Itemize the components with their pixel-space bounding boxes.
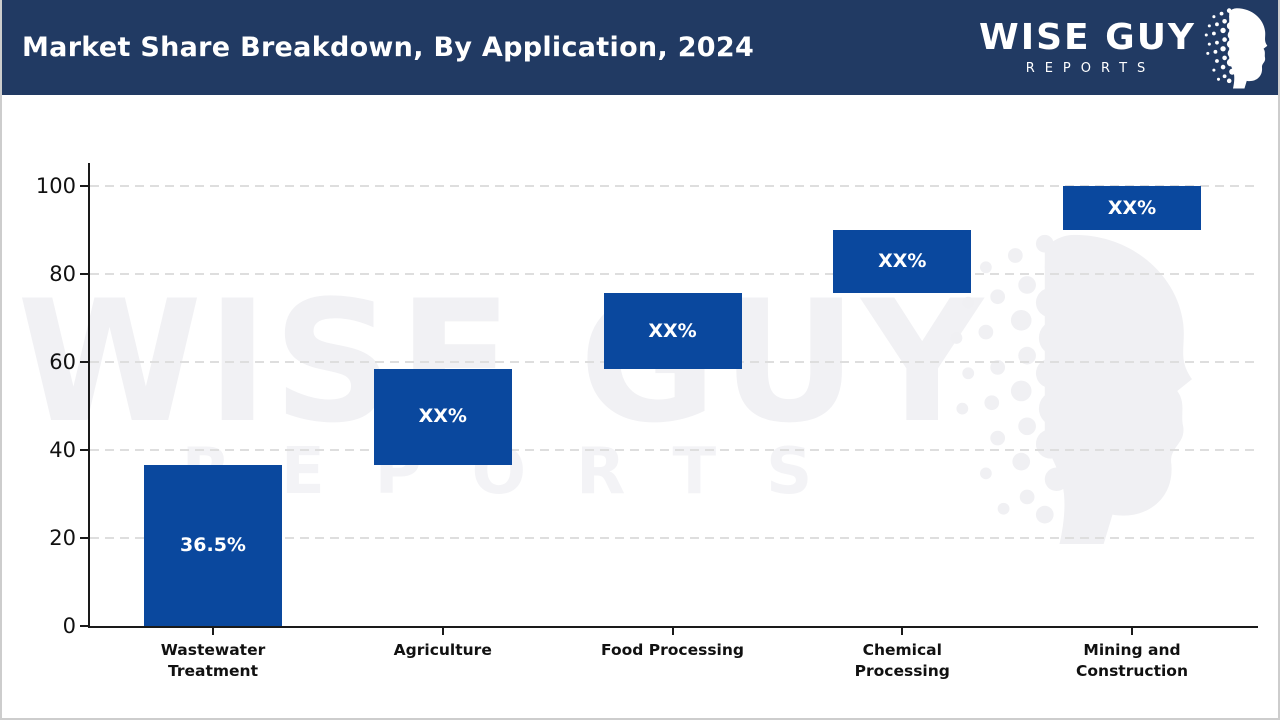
bar-value-label: 36.5% xyxy=(180,534,246,557)
bar-value-label: XX% xyxy=(878,250,927,273)
y-axis-tick xyxy=(80,537,90,539)
y-axis-tick-label: 60 xyxy=(49,350,76,374)
gridline xyxy=(90,185,1258,187)
bar-chemical-processing xyxy=(833,230,972,294)
y-axis-tick-label: 0 xyxy=(62,614,76,638)
chart-title: Market Share Breakdown, By Application, … xyxy=(22,32,755,63)
y-axis-tick xyxy=(80,185,90,187)
x-axis-line xyxy=(88,626,1258,628)
y-axis-tick xyxy=(80,273,90,275)
bar-value-label: XX% xyxy=(418,405,467,428)
y-axis-tick xyxy=(80,449,90,451)
y-axis-tick-label: 20 xyxy=(49,526,76,550)
header-bar: Market Share Breakdown, By Application, … xyxy=(2,0,1278,95)
bar-food-processing xyxy=(603,293,742,370)
bar-mining-and-construction xyxy=(1063,186,1201,231)
brand-subname: REPORTS xyxy=(1025,60,1156,76)
category-label: Food Processing xyxy=(601,641,744,659)
x-axis-tick xyxy=(901,628,904,635)
x-axis-tick xyxy=(212,628,214,635)
bar-value-label: XX% xyxy=(1107,197,1157,219)
brand-logo-text: WISE GUY REPORTS xyxy=(978,16,1196,76)
x-axis-tick xyxy=(671,628,674,635)
y-axis-tick-label: 80 xyxy=(49,262,76,286)
y-axis-tick xyxy=(80,361,90,363)
category-label: Mining and Construction xyxy=(1076,641,1188,680)
brand-logo: WISE GUY REPORTS xyxy=(979,6,1268,90)
y-axis-tick xyxy=(80,625,90,627)
bar-agriculture xyxy=(373,369,512,466)
bar-value-label: XX% xyxy=(648,320,697,343)
y-axis-tick-label: 40 xyxy=(49,438,76,462)
dotted-head-profile-icon xyxy=(1198,6,1268,90)
category-label: Agriculture xyxy=(393,641,492,659)
category-label: Chemical Processing xyxy=(854,641,950,680)
gridline xyxy=(90,449,1258,451)
category-label: Wastewater Treatment xyxy=(160,641,266,680)
brand-name: WISE GUY xyxy=(978,16,1196,58)
y-axis-tick-label: 100 xyxy=(35,174,76,198)
gridline xyxy=(90,537,1258,539)
y-axis-line xyxy=(88,163,90,628)
x-axis-tick xyxy=(1131,628,1133,635)
bar-wastewater-treatment xyxy=(144,465,282,626)
x-axis-tick xyxy=(441,628,444,635)
gridline xyxy=(90,273,1258,275)
